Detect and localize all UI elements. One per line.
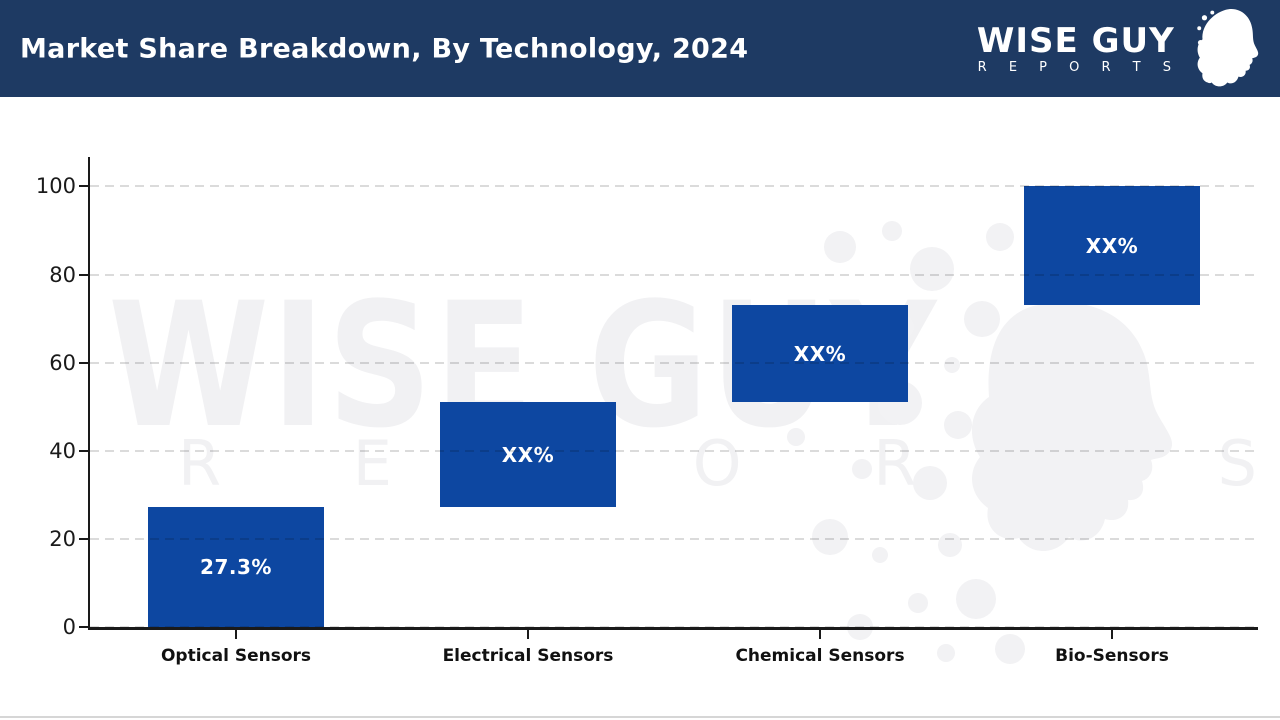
bar-value-label: XX% [793, 341, 847, 366]
wise-guy-reports-logo: WISE GUY R E P O R T S [972, 6, 1274, 91]
gridline [90, 537, 1258, 540]
bar-chemical-sensors: XX% [732, 305, 908, 403]
x-tick-mark [235, 630, 237, 639]
y-tick-mark [79, 273, 88, 276]
bar-value-label: XX% [501, 442, 555, 467]
gridline [90, 185, 1258, 188]
y-tick-label: 20 [49, 526, 76, 551]
y-tick-label: 40 [49, 438, 76, 463]
bar-bio-sensors: XX% [1024, 186, 1200, 306]
y-tick-mark [79, 449, 88, 452]
gridline [90, 273, 1258, 276]
x-category-label: Bio-Sensors [1055, 646, 1169, 666]
y-axis-line [88, 157, 90, 629]
y-tick-mark [79, 361, 88, 364]
page-title: Market Share Breakdown, By Technology, 2… [20, 33, 749, 64]
logo-subtitle: R E P O R T S [977, 59, 1180, 75]
x-tick-mark [527, 630, 529, 639]
y-tick-label: 60 [49, 350, 76, 375]
x-tick-mark [819, 630, 821, 639]
bottom-divider [0, 716, 1280, 718]
bar-value-label: XX% [1085, 233, 1139, 258]
gridline [90, 449, 1258, 452]
bar-value-label: 27.3% [200, 554, 272, 579]
x-tick-mark [1111, 630, 1113, 639]
y-tick-label: 0 [62, 615, 76, 639]
y-tick-mark [79, 185, 88, 188]
y-tick-mark [79, 626, 88, 628]
y-tick-label: 80 [49, 262, 76, 287]
x-category-label: Electrical Sensors [442, 646, 614, 666]
gridline [90, 361, 1258, 364]
y-tick-label: 100 [35, 174, 76, 199]
header-bar: Market Share Breakdown, By Technology, 2… [0, 0, 1280, 97]
plot-area: 0 20 40 60 80 100 27.3% Optical Sensors XX% Elect… [36, 157, 1258, 666]
logo-wordmark: WISE GUY [976, 20, 1175, 61]
logo-text: WISE GUY R E P O R T S [972, 23, 1180, 75]
x-axis-line [88, 627, 1258, 630]
x-category-label: Optical Sensors [160, 646, 312, 666]
chart-area: WISE GUY R E P O R T S 0 20 40 60 80 100 27.3%… [0, 97, 1280, 718]
face-profile-dots-icon [1197, 9, 1259, 87]
x-category-label: Chemical Sensors [735, 646, 905, 666]
bar-optical-sensors: 27.3% [148, 506, 324, 627]
bar-electrical-sensors: XX% [440, 402, 616, 507]
y-tick-mark [79, 537, 88, 540]
